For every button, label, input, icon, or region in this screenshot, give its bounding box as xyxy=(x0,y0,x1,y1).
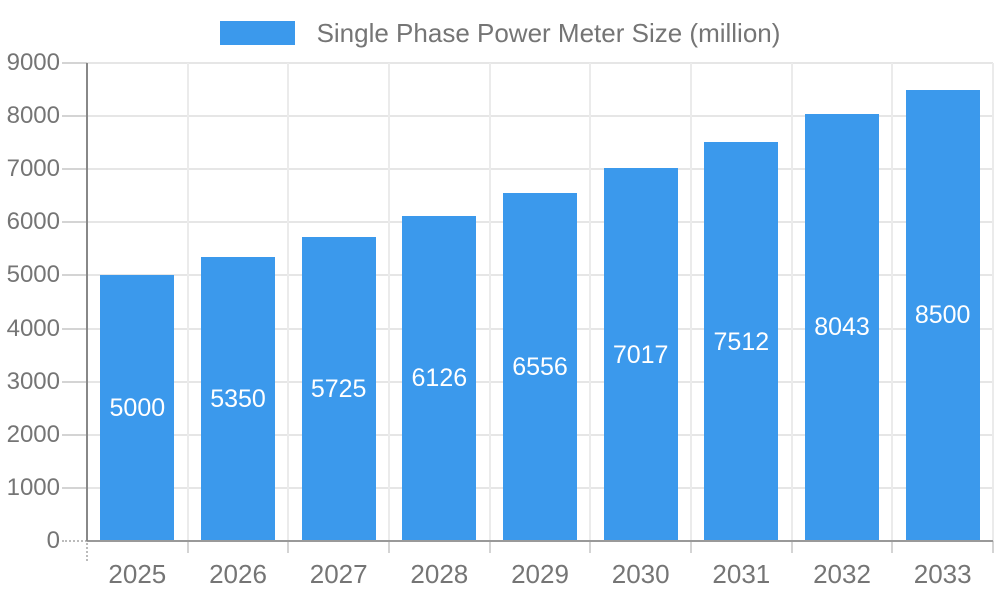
x-axis-tick-8 xyxy=(891,541,894,553)
x-axis-tick-0 xyxy=(86,543,88,561)
x-tick-label-2028: 2028 xyxy=(410,559,469,589)
x-axis-tick-4 xyxy=(488,541,491,553)
y-tick-label-8000: 8000 xyxy=(6,102,60,130)
x-tick-label-2030: 2030 xyxy=(611,559,670,589)
gridline-x-9 xyxy=(992,63,994,541)
bar-value-label-2028: 6126 xyxy=(411,364,468,393)
y-axis-line xyxy=(86,63,88,541)
y-axis-tick-7000 xyxy=(62,168,87,171)
bar-value-label-2025: 5000 xyxy=(109,394,166,423)
x-axis-tick-1 xyxy=(186,541,189,553)
legend-label: Single Phase Power Meter Size (million) xyxy=(316,17,781,48)
gridline-x-6 xyxy=(690,63,692,541)
y-tick-label-6000: 6000 xyxy=(6,208,60,236)
gridline-y-9000 xyxy=(87,62,993,64)
bar-value-label-2032: 8043 xyxy=(814,313,870,342)
y-axis-tick-9000 xyxy=(62,62,87,64)
y-tick-label-4000: 4000 xyxy=(6,314,60,342)
y-axis-tick-3000 xyxy=(62,380,87,383)
gridline-x-1 xyxy=(186,63,189,541)
y-tick-label-2000: 2000 xyxy=(6,420,60,448)
bar-2026[interactable]: 5350 xyxy=(201,256,275,541)
x-tick-label-2033: 2033 xyxy=(913,559,972,589)
gridline-y-8000 xyxy=(87,115,993,118)
x-axis-tick-3 xyxy=(388,541,390,553)
gridline-x-3 xyxy=(388,63,390,541)
y-tick-label-3000: 3000 xyxy=(6,367,60,395)
gridline-x-5 xyxy=(589,63,592,541)
y-axis-tick-0 xyxy=(62,540,87,542)
x-axis-line xyxy=(87,540,993,542)
bar-2030[interactable]: 7017 xyxy=(603,168,678,541)
y-axis-tick-8000 xyxy=(62,115,87,118)
x-axis-tick-2 xyxy=(287,541,290,553)
gridline-y-7000 xyxy=(87,168,993,171)
y-tick-label-5000: 5000 xyxy=(6,261,60,289)
x-axis-tick-7 xyxy=(790,541,793,553)
bar-value-label-2030: 7017 xyxy=(612,340,669,369)
bar-value-label-2031: 7512 xyxy=(713,327,770,356)
bar-value-label-2027: 5725 xyxy=(310,374,367,403)
y-tick-label-1000: 1000 xyxy=(6,473,60,501)
x-axis-tick-5 xyxy=(589,541,592,553)
y-axis-tick-1000 xyxy=(62,486,87,489)
y-axis-tick-2000 xyxy=(62,433,87,436)
y-axis-tick-4000 xyxy=(62,327,87,330)
gridline-x-8 xyxy=(891,63,894,541)
y-tick-label-0: 0 xyxy=(46,527,60,554)
x-axis-tick-9 xyxy=(992,541,994,553)
legend-swatch xyxy=(219,21,295,45)
bar-2025[interactable]: 5000 xyxy=(100,275,175,541)
bar-2027[interactable]: 5725 xyxy=(301,236,376,541)
y-axis-tick-6000 xyxy=(62,221,87,224)
x-tick-label-2026: 2026 xyxy=(209,559,267,589)
x-tick-label-2025: 2025 xyxy=(108,559,167,589)
bar-2031[interactable]: 7512 xyxy=(704,142,779,541)
x-tick-label-2031: 2031 xyxy=(712,559,771,589)
y-tick-label-7000: 7000 xyxy=(6,155,60,183)
x-tick-label-2027: 2027 xyxy=(309,559,368,589)
gridline-x-4 xyxy=(488,63,491,541)
bar-2033[interactable]: 8500 xyxy=(905,89,980,541)
bar-value-label-2029: 6556 xyxy=(512,352,568,381)
x-tick-label-2032: 2032 xyxy=(813,559,871,589)
y-axis-tick-5000 xyxy=(62,274,87,277)
x-tick-label-2029: 2029 xyxy=(511,559,569,589)
y-tick-label-9000: 9000 xyxy=(6,49,60,76)
legend[interactable]: Single Phase Power Meter Size (million) xyxy=(0,16,1000,50)
bar-2032[interactable]: 8043 xyxy=(805,113,879,541)
x-axis-tick-6 xyxy=(690,541,692,553)
bar-value-label-2026: 5350 xyxy=(210,384,266,413)
gridline-x-2 xyxy=(287,63,290,541)
bar-value-label-2033: 8500 xyxy=(914,301,971,330)
bar-2028[interactable]: 6126 xyxy=(402,215,477,541)
gridline-x-7 xyxy=(790,63,793,541)
bar-2029[interactable]: 6556 xyxy=(503,192,577,541)
